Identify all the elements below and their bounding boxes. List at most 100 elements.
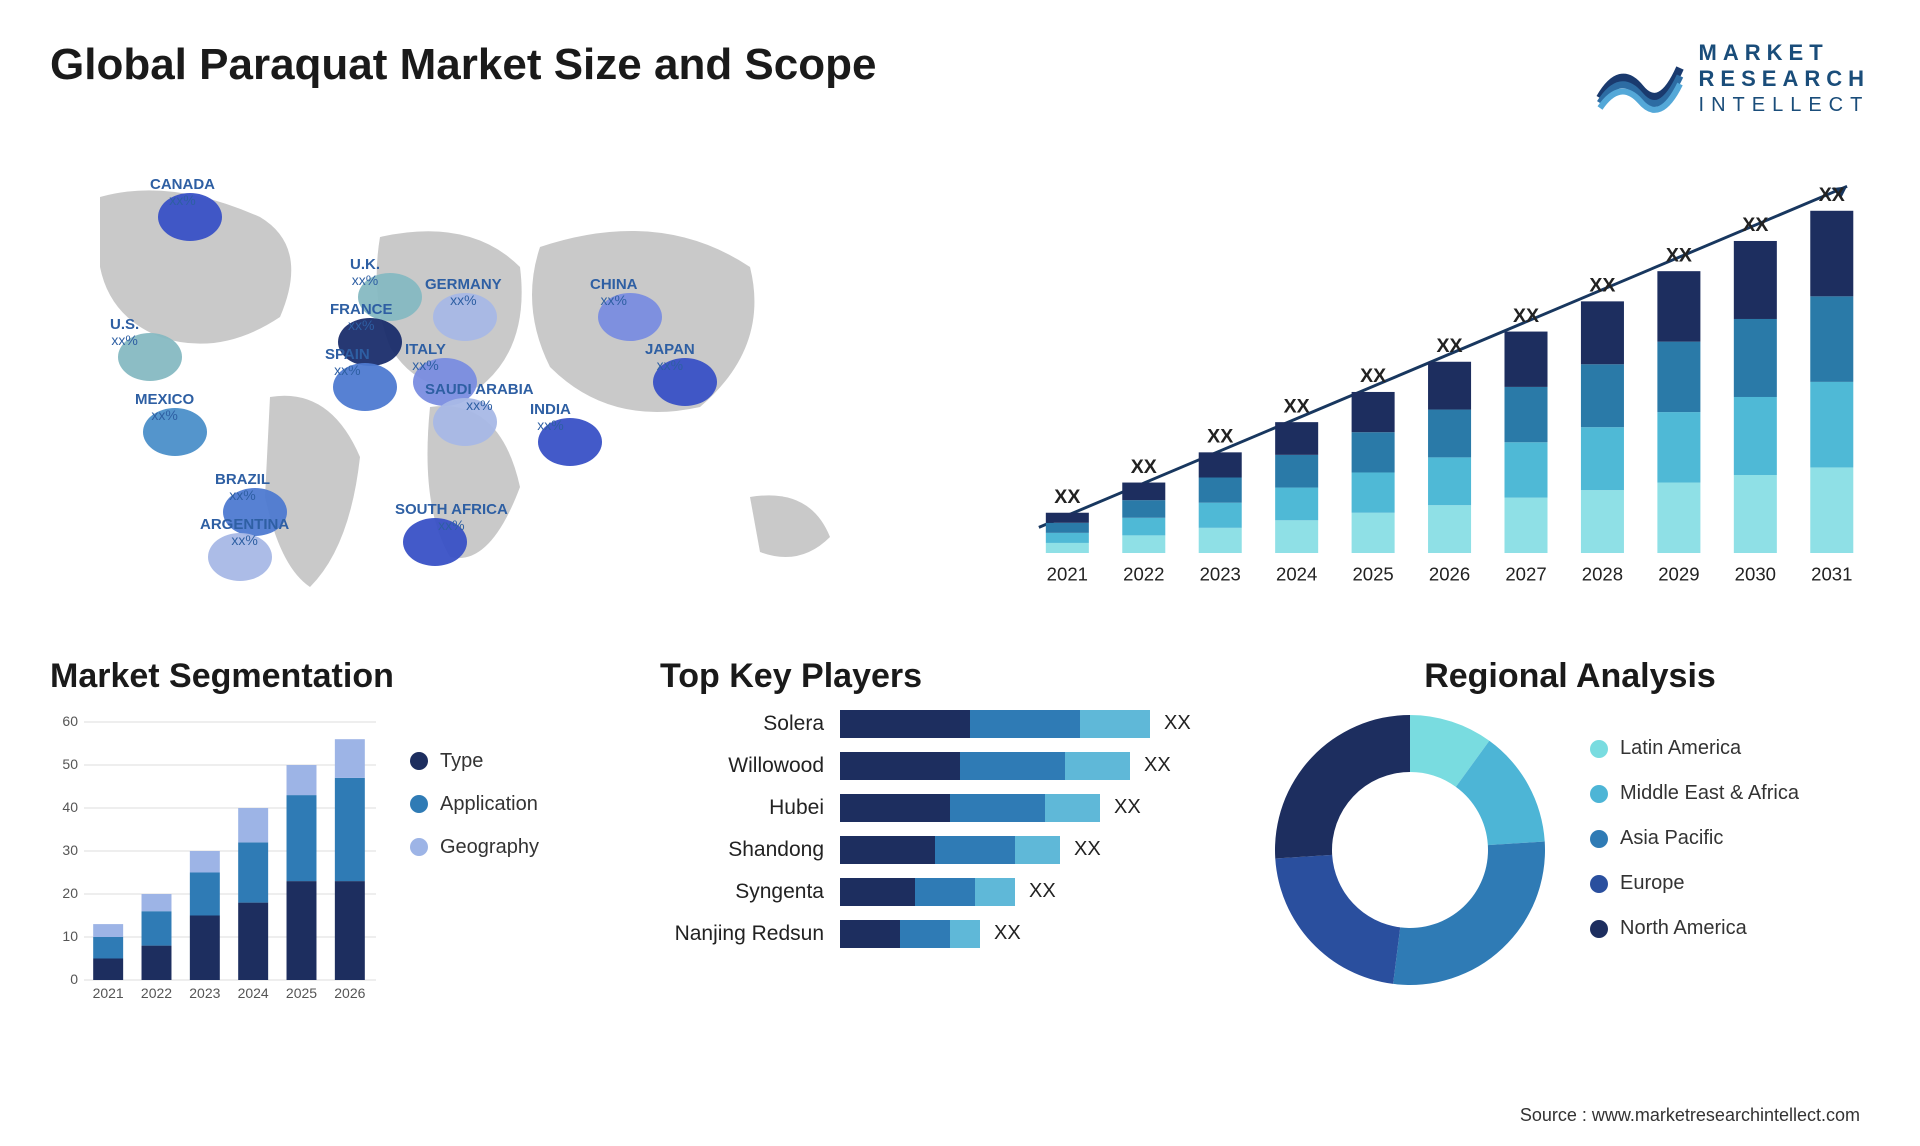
player-row: Shandong XX (660, 836, 1220, 864)
regional-legend-item: Europe (1590, 872, 1799, 895)
svg-text:2021: 2021 (1047, 563, 1088, 584)
player-row: Willowood XX (660, 752, 1220, 780)
map-label-south-africa: SOUTH AFRICAxx% (395, 502, 508, 534)
svg-text:2024: 2024 (238, 985, 269, 1001)
regional-title: Regional Analysis (1270, 657, 1870, 696)
svg-text:XX: XX (1360, 365, 1386, 387)
svg-text:10: 10 (62, 928, 78, 944)
player-name: Hubei (660, 796, 840, 820)
map-label-france: FRANCExx% (330, 302, 393, 334)
map-label-india: INDIAxx% (530, 402, 571, 434)
brand-logo: MARKET RESEARCH INTELLECT (1595, 40, 1870, 117)
svg-text:XX: XX (1513, 305, 1539, 327)
map-label-italy: ITALYxx% (405, 342, 446, 374)
svg-text:XX: XX (1207, 425, 1233, 447)
player-value: XX (994, 922, 1021, 945)
players-title: Top Key Players (660, 657, 1220, 696)
map-label-brazil: BRAZILxx% (215, 472, 270, 504)
svg-text:2025: 2025 (286, 985, 317, 1001)
player-row: Syngenta XX (660, 878, 1220, 906)
svg-text:XX: XX (1437, 335, 1463, 357)
player-row: Nanjing Redsun XX (660, 920, 1220, 948)
svg-text:40: 40 (62, 799, 78, 815)
svg-text:60: 60 (62, 713, 78, 729)
regional-donut (1270, 710, 1550, 990)
svg-text:XX: XX (1589, 274, 1615, 296)
svg-text:2026: 2026 (1429, 563, 1470, 584)
player-bar (840, 836, 1060, 864)
logo-line3: INTELLECT (1699, 93, 1870, 117)
svg-text:0: 0 (70, 971, 78, 987)
players-panel: Top Key Players SoleraXXWillowoodXXHubei… (660, 657, 1220, 1010)
svg-text:2022: 2022 (1123, 563, 1164, 584)
player-value: XX (1144, 754, 1171, 777)
svg-text:XX: XX (1666, 244, 1692, 266)
svg-text:2027: 2027 (1505, 563, 1546, 584)
world-map: CANADAxx% U.S.xx% MEXICOxx% BRAZILxx% ARGENT… (50, 147, 930, 607)
logo-line1: MARKET (1699, 40, 1870, 66)
map-label-china: CHINAxx% (590, 277, 638, 309)
player-bar (840, 752, 1130, 780)
svg-text:2024: 2024 (1276, 563, 1317, 584)
segmentation-title: Market Segmentation (50, 657, 610, 696)
player-value: XX (1164, 712, 1191, 735)
svg-text:2030: 2030 (1735, 563, 1776, 584)
svg-text:2023: 2023 (189, 985, 220, 1001)
player-value: XX (1029, 880, 1056, 903)
logo-line2: RESEARCH (1699, 66, 1870, 92)
map-label-japan: JAPANxx% (645, 342, 695, 374)
page-title: Global Paraquat Market Size and Scope (50, 40, 876, 90)
player-bar (840, 794, 1100, 822)
svg-text:2023: 2023 (1200, 563, 1241, 584)
player-row: Hubei XX (660, 794, 1220, 822)
map-label-mexico: MEXICOxx% (135, 392, 194, 424)
map-label-canada: CANADAxx% (150, 177, 215, 209)
growth-chart-svg: XX 2021 XX 2022 XX 2023 XX 2024 XX 2025 XX 2026 XX 20… (990, 147, 1870, 607)
svg-text:20: 20 (62, 885, 78, 901)
segmentation-legend: TypeApplicationGeography (410, 750, 539, 1010)
svg-text:2026: 2026 (334, 985, 365, 1001)
source-attribution: Source : www.marketresearchintellect.com (1520, 1105, 1860, 1126)
svg-text:30: 30 (62, 842, 78, 858)
map-label-u-k-: U.K.xx% (350, 257, 380, 289)
map-label-argentina: ARGENTINAxx% (200, 517, 289, 549)
player-name: Syngenta (660, 880, 840, 904)
player-value: XX (1114, 796, 1141, 819)
seg-legend-item: Application (410, 793, 539, 816)
segmentation-panel: Market Segmentation 01020304050602021202… (50, 657, 610, 1010)
player-bar (840, 920, 980, 948)
svg-text:2025: 2025 (1352, 563, 1393, 584)
player-name: Shandong (660, 838, 840, 862)
logo-wave-icon (1595, 43, 1685, 113)
svg-text:XX: XX (1054, 486, 1080, 508)
regional-panel: Regional Analysis Latin America Middle Ea… (1270, 657, 1870, 1010)
svg-text:2028: 2028 (1582, 563, 1623, 584)
map-svg (50, 147, 930, 607)
growth-chart: XX 2021 XX 2022 XX 2023 XX 2024 XX 2025 XX 2026 XX 20… (990, 147, 1870, 607)
segmentation-chart: 0102030405060202120222023202420252026 (50, 710, 380, 1010)
svg-text:XX: XX (1742, 214, 1768, 236)
svg-text:2031: 2031 (1811, 563, 1852, 584)
player-name: Nanjing Redsun (660, 922, 840, 946)
svg-text:2029: 2029 (1658, 563, 1699, 584)
svg-text:XX: XX (1819, 184, 1845, 206)
player-value: XX (1074, 838, 1101, 861)
regional-legend-item: North America (1590, 917, 1799, 940)
regional-legend: Latin America Middle East & Africa Asia Pa… (1590, 737, 1799, 962)
player-name: Solera (660, 712, 840, 736)
player-bar (840, 710, 1150, 738)
map-label-germany: GERMANYxx% (425, 277, 502, 309)
player-row: Solera XX (660, 710, 1220, 738)
seg-legend-item: Geography (410, 836, 539, 859)
map-label-u-s-: U.S.xx% (110, 317, 139, 349)
map-label-saudi-arabia: SAUDI ARABIAxx% (425, 382, 534, 414)
regional-legend-item: Asia Pacific (1590, 827, 1799, 850)
player-name: Willowood (660, 754, 840, 778)
player-bar (840, 878, 1015, 906)
regional-legend-item: Latin America (1590, 737, 1799, 760)
map-label-spain: SPAINxx% (325, 347, 370, 379)
svg-text:2021: 2021 (93, 985, 124, 1001)
svg-text:2022: 2022 (141, 985, 172, 1001)
regional-legend-item: Middle East & Africa (1590, 782, 1799, 805)
svg-text:XX: XX (1131, 456, 1157, 478)
